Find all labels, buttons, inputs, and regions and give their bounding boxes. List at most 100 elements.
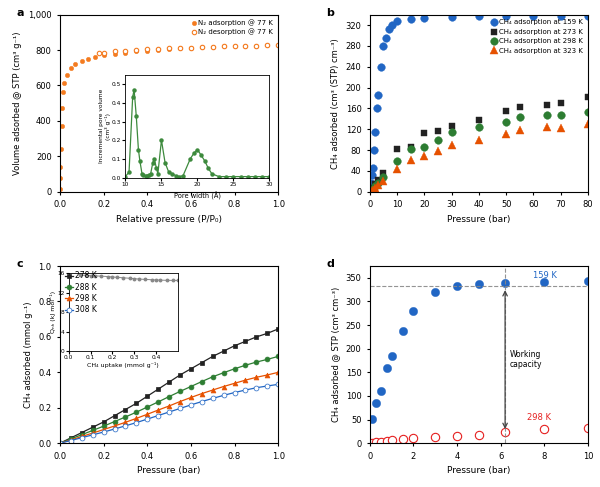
N₂ adsorption @ 77 K: [198, 44, 205, 50]
CH₄ adsorption at 298 K: [557, 112, 565, 118]
CH₄ adsorption at 298 K: [374, 181, 382, 187]
N₂ adsorption @ 77 K: [56, 186, 64, 191]
CH₄ adsorption at 159 K: [394, 18, 401, 24]
308 K: [263, 383, 271, 389]
CH₄ adsorption at 273 K: [369, 185, 376, 191]
Text: 159 K: 159 K: [533, 271, 557, 280]
308 K: [209, 395, 217, 401]
CH₄ adsorption at 159 K: [475, 13, 482, 19]
N₂ desorption @ 77 K: [111, 49, 118, 55]
X-axis label: Pressure (bar): Pressure (bar): [447, 466, 511, 475]
288 K: [275, 354, 282, 359]
N₂ adsorption @ 77 K: [176, 45, 184, 51]
CH₄ adsorption at 159 K: [367, 185, 374, 190]
288 K: [220, 370, 227, 375]
N₂ adsorption @ 77 K: [143, 48, 151, 54]
298 K: [220, 384, 227, 390]
298 K: [100, 427, 107, 432]
CH₄ adsorption at 298 K: [516, 114, 523, 120]
CH₄ adsorption at 273 K: [544, 102, 551, 108]
N₂ desorption @ 77 K: [275, 42, 282, 48]
CH₄ adsorption at 273 K: [421, 130, 428, 136]
CH₄ adsorption at 159 K: [407, 16, 415, 22]
CH₄ adsorption at 159 K: [370, 147, 377, 153]
278 K: [78, 430, 85, 435]
N₂ desorption @ 77 K: [242, 43, 249, 49]
298 K: [67, 437, 74, 443]
N₂ adsorption @ 77 K: [57, 164, 64, 170]
CH₄ adsorption at 159 K: [368, 181, 375, 187]
CH₄ adsorption at 159 K: [367, 187, 374, 193]
Text: Working
capacity: Working capacity: [509, 350, 542, 369]
278 K: [231, 343, 238, 349]
288 K: [209, 374, 217, 380]
278 K: [56, 440, 64, 446]
Text: d: d: [326, 259, 334, 269]
N₂ adsorption @ 77 K: [275, 42, 282, 48]
Line: CH₄ adsorption at 159 K: CH₄ adsorption at 159 K: [366, 12, 592, 194]
Legend: CH₄ adsorption at 159 K, CH₄ adsorption at 273 K, CH₄ adsorption at 298 K, CH₄ a: CH₄ adsorption at 159 K, CH₄ adsorption …: [490, 18, 584, 56]
288 K: [263, 356, 271, 362]
Line: CH₄ adsorption at 298 K: CH₄ adsorption at 298 K: [366, 108, 592, 195]
298 K: [253, 375, 260, 380]
278 K: [166, 379, 173, 385]
Line: 278 K: 278 K: [58, 326, 281, 446]
CH₄ adsorption at 273 K: [371, 182, 379, 187]
278 K: [263, 331, 271, 337]
N₂ desorption @ 77 K: [187, 45, 194, 51]
N₂ desorption @ 77 K: [155, 46, 162, 52]
N₂ adsorption @ 77 K: [63, 72, 70, 78]
N₂ desorption @ 77 K: [166, 45, 173, 51]
288 K: [143, 404, 151, 410]
298 K: [122, 419, 129, 425]
N₂ adsorption @ 77 K: [220, 43, 227, 49]
Y-axis label: Volume adsorbed @ STP (cm³ g⁻¹): Volume adsorbed @ STP (cm³ g⁻¹): [13, 31, 22, 175]
CH₄ adsorption at 323 K: [584, 121, 592, 127]
CH₄ adsorption at 323 K: [369, 187, 376, 193]
N₂ adsorption @ 77 K: [187, 45, 194, 51]
CH₄ adsorption at 323 K: [421, 153, 428, 159]
288 K: [253, 359, 260, 365]
278 K: [209, 354, 217, 359]
Line: N₂ desorption @ 77 K: N₂ desorption @ 77 K: [97, 43, 280, 55]
308 K: [231, 390, 238, 395]
CH₄ adsorption at 273 K: [367, 188, 374, 194]
308 K: [100, 429, 107, 435]
N₂ desorption @ 77 K: [176, 45, 184, 51]
CH₄ adsorption at 298 K: [371, 184, 379, 189]
CH₄ adsorption at 159 K: [374, 93, 382, 98]
288 K: [100, 423, 107, 429]
N₂ adsorption @ 77 K: [122, 50, 129, 56]
Line: 288 K: 288 K: [58, 354, 281, 446]
CH₄ adsorption at 159 K: [373, 106, 380, 112]
308 K: [111, 426, 118, 432]
278 K: [220, 348, 227, 354]
CH₄ adsorption at 298 K: [369, 186, 376, 192]
N₂ adsorption @ 77 K: [155, 47, 162, 53]
N₂ adsorption @ 77 K: [57, 146, 64, 152]
N₂ adsorption @ 77 K: [59, 106, 66, 112]
308 K: [56, 440, 64, 446]
308 K: [143, 416, 151, 422]
CH₄ adsorption at 298 K: [394, 159, 401, 165]
288 K: [78, 432, 85, 438]
CH₄ adsorption at 323 K: [503, 131, 510, 137]
N₂ adsorption @ 77 K: [78, 58, 85, 64]
CH₄ adsorption at 273 K: [434, 128, 442, 134]
CH₄ adsorption at 273 K: [394, 146, 401, 152]
N₂ desorption @ 77 K: [253, 43, 260, 49]
N₂ adsorption @ 77 K: [61, 80, 68, 86]
CH₄ adsorption at 159 K: [584, 13, 592, 19]
N₂ adsorption @ 77 K: [58, 123, 65, 129]
Line: CH₄ adsorption at 323 K: CH₄ adsorption at 323 K: [366, 120, 592, 195]
CH₄ adsorption at 298 K: [367, 188, 374, 194]
CH₄ adsorption at 159 K: [380, 43, 387, 49]
Legend: N₂ adsorption @ 77 K, N₂ desorption @ 77 K: N₂ adsorption @ 77 K, N₂ desorption @ 77…: [190, 18, 275, 37]
288 K: [89, 428, 97, 433]
Line: 308 K: 308 K: [58, 382, 281, 446]
CH₄ adsorption at 273 K: [475, 117, 482, 123]
CH₄ adsorption at 159 K: [385, 26, 392, 32]
N₂ desorption @ 77 K: [143, 46, 151, 52]
N₂ adsorption @ 77 K: [231, 43, 238, 49]
CH₄ adsorption at 159 K: [369, 166, 376, 171]
